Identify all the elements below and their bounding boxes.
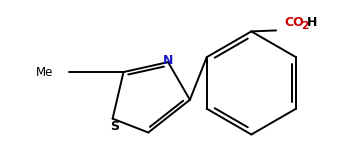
Text: Me: Me [36,66,53,79]
Text: S: S [110,120,119,133]
Text: 2: 2 [301,21,308,31]
Text: N: N [163,54,173,67]
Text: CO: CO [284,16,304,29]
Text: H: H [307,16,317,29]
